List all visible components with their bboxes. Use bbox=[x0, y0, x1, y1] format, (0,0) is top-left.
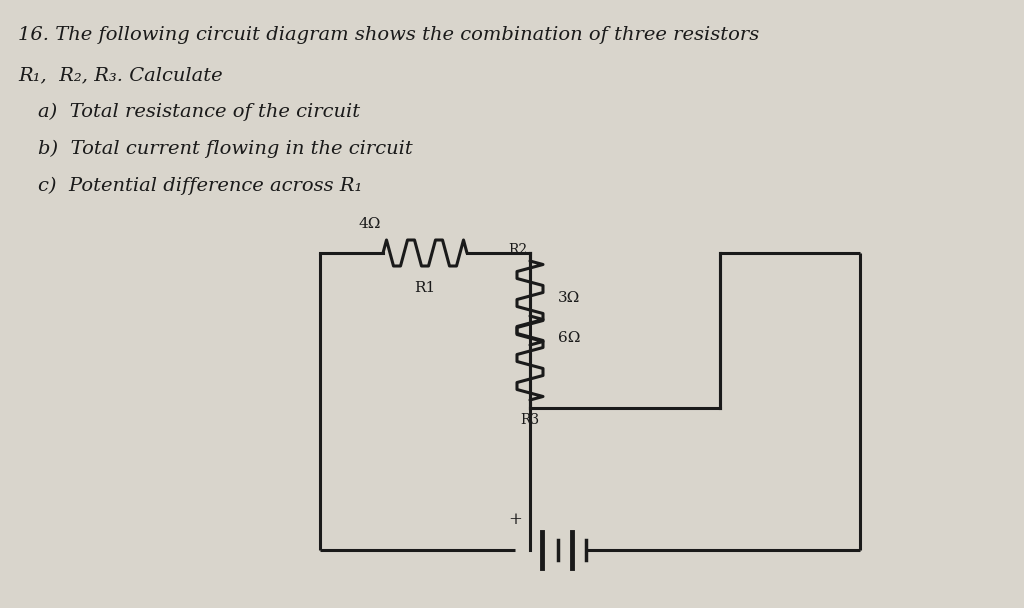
Text: a)  Total resistance of the circuit: a) Total resistance of the circuit bbox=[38, 103, 360, 121]
Text: 16. The following circuit diagram shows the combination of three resistors: 16. The following circuit diagram shows … bbox=[18, 26, 759, 44]
Text: 3Ω: 3Ω bbox=[558, 291, 581, 305]
Text: 4Ω: 4Ω bbox=[358, 217, 381, 231]
Text: b)  Total current flowing in the circuit: b) Total current flowing in the circuit bbox=[38, 140, 413, 158]
Text: R₁,  R₂, R₃. Calculate: R₁, R₂, R₃. Calculate bbox=[18, 66, 222, 84]
Text: R3: R3 bbox=[520, 413, 540, 427]
Text: 6Ω: 6Ω bbox=[558, 331, 581, 345]
Text: R2: R2 bbox=[509, 243, 527, 257]
Text: +: + bbox=[508, 511, 522, 528]
Text: R1: R1 bbox=[415, 281, 435, 295]
Text: c)  Potential difference across R₁: c) Potential difference across R₁ bbox=[38, 177, 362, 195]
